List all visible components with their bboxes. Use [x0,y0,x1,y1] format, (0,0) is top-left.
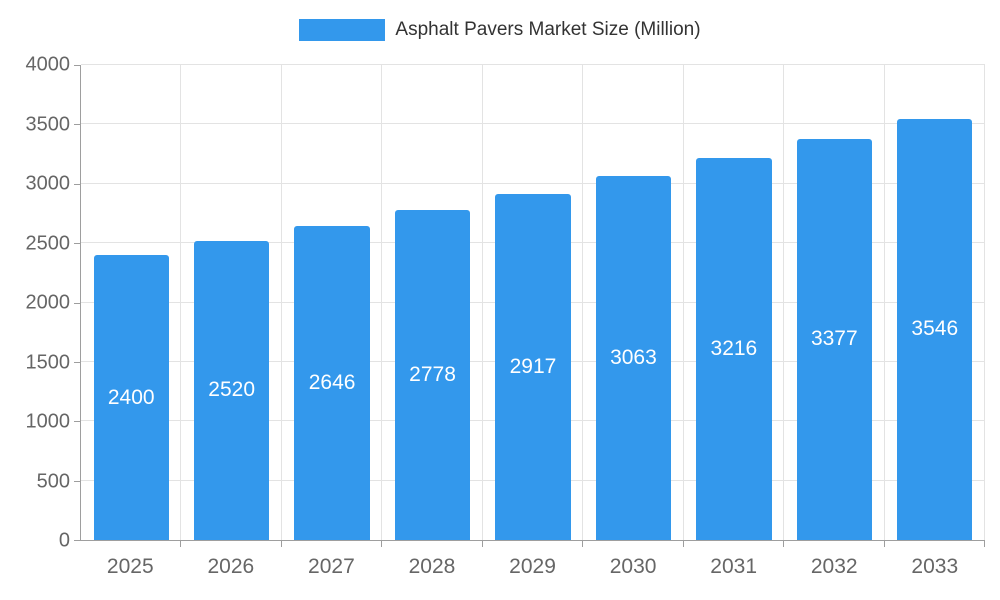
x-axis-tick-mark [481,541,483,547]
x-tick-label: 2030 [609,555,657,578]
bar-2029[interactable]: 2917 [495,193,571,540]
y-axis-tick-mark [74,302,80,304]
y-tick-label: 4000 [25,53,71,76]
gridline-vertical [280,65,282,540]
x-axis-tick-mark [682,541,684,547]
y-tick-label: 2500 [25,232,71,254]
gridline-vertical [682,65,684,540]
x-tick-label: 2025 [106,555,154,578]
gridline-horizontal [81,64,985,65]
y-axis-labels: 0 500 1000 1500 2000 2500 3000 3500 4000 [0,54,71,552]
gridline-vertical [381,65,383,540]
bar-value-label: 3216 [710,337,758,361]
x-tick-label: 2033 [911,555,959,578]
bar-2025[interactable]: 2400 [93,255,169,540]
x-axis-tick-mark [381,541,383,547]
y-axis-tick-mark [74,480,80,482]
y-tick-label: 3000 [25,172,71,195]
y-axis-tick-mark [74,124,80,126]
gridline-horizontal [81,123,985,125]
gridline-vertical [481,65,483,540]
bar-value-label: 2400 [107,385,155,409]
gridline-vertical [180,65,182,540]
bar-2026[interactable]: 2520 [194,240,270,540]
bar-value-label: 3377 [810,327,858,351]
y-axis-tick-mark [74,65,80,66]
plot-area: 2400 2520 2646 2778 2917 3063 3216 3377 3546 [74,64,985,547]
y-axis-tick-mark [74,421,80,423]
x-axis-tick-mark [582,541,584,547]
y-axis-tick-mark [74,540,80,541]
y-tick-label: 1000 [25,410,71,433]
x-tick-label: 2032 [810,555,858,578]
bar-value-label: 2520 [208,378,256,402]
bar-value-label: 3546 [911,317,959,341]
bar-value-label: 3063 [610,346,657,370]
gridline-horizontal [81,182,985,184]
x-tick-label: 2031 [710,555,758,578]
bar-2033[interactable]: 3546 [897,118,973,540]
bar-2031[interactable]: 3216 [696,158,772,540]
x-axis-tick-mark [984,541,985,547]
y-axis-tick-mark [74,243,80,245]
bar-2028[interactable]: 2778 [394,210,471,540]
gridline-vertical [984,65,985,540]
legend-swatch [299,19,386,41]
bar-2032[interactable]: 3377 [796,138,872,540]
gridline-vertical [582,65,584,540]
x-tick-label: 2028 [408,555,456,578]
x-axis-tick-mark [783,541,785,547]
gridline-vertical [783,65,785,540]
legend-label: Asphalt Pavers Market Size (Million) [395,19,701,40]
x-tick-label: 2027 [308,555,355,578]
y-axis-tick-mark [74,183,80,185]
x-axis-tick-mark [180,541,182,547]
gridline-vertical [883,65,885,540]
legend[interactable]: Asphalt Pavers Market Size (Million) [0,12,1000,48]
x-axis-tick-mark [280,541,282,547]
y-tick-label: 500 [36,470,70,492]
y-tick-label: 0 [58,529,70,552]
y-tick-label: 3500 [25,113,71,135]
bar-2027[interactable]: 2646 [294,225,370,540]
bar-2030[interactable]: 3063 [595,176,672,540]
bar-value-label: 2778 [409,363,456,387]
bar-value-label: 2646 [308,370,356,394]
x-tick-label: 2029 [509,555,556,578]
x-axis-labels: 2025 2026 2027 2028 2029 2030 2031 2032 2033 [80,545,985,585]
y-tick-label: 1500 [25,351,71,373]
y-tick-label: 2000 [25,291,71,314]
x-tick-label: 2026 [207,555,255,578]
y-axis-tick-mark [74,361,80,363]
bar-value-label: 2917 [509,354,557,378]
x-axis-tick-mark [883,541,885,547]
